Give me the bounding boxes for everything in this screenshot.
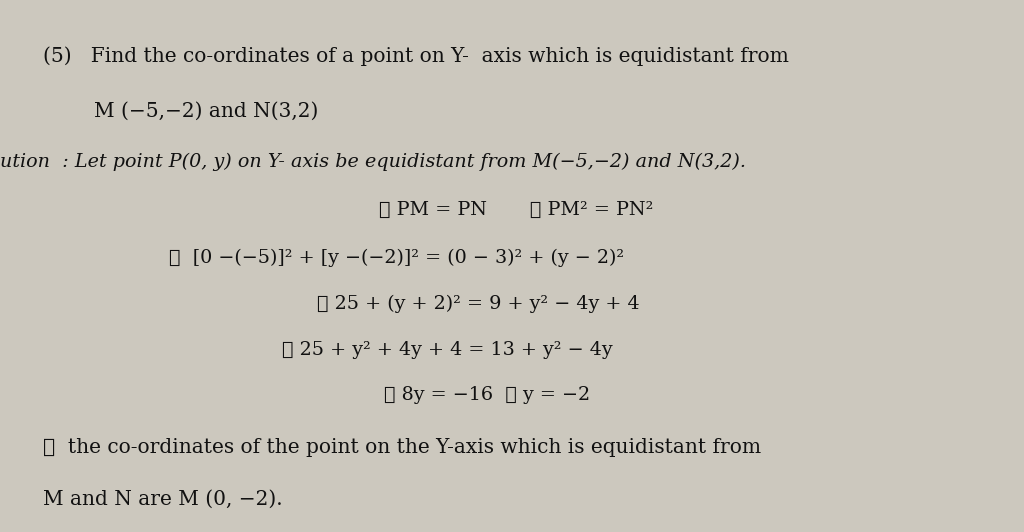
Text: ∴ 25 + (y + 2)² = 9 + y² − 4y + 4: ∴ 25 + (y + 2)² = 9 + y² − 4y + 4 bbox=[317, 295, 640, 313]
Text: ∴  the co-ordinates of the point on the Y-axis which is equidistant from: ∴ the co-ordinates of the point on the Y… bbox=[43, 438, 761, 458]
Text: ∴ 25 + y² + 4y + 4 = 13 + y² − 4y: ∴ 25 + y² + 4y + 4 = 13 + y² − 4y bbox=[282, 340, 612, 359]
Text: ∴  [0 −(−5)]² + [y −(−2)]² = (0 − 3)² + (y − 2)²: ∴ [0 −(−5)]² + [y −(−2)]² = (0 − 3)² + (… bbox=[169, 249, 624, 267]
Text: ∴ PM = PN       ∴ PM² = PN²: ∴ PM = PN ∴ PM² = PN² bbox=[379, 201, 653, 219]
Text: M (−5,−2) and N(3,2): M (−5,−2) and N(3,2) bbox=[94, 102, 318, 121]
Text: (5)   Find the co-ordinates of a point on Y-  axis which is equidistant from: (5) Find the co-ordinates of a point on … bbox=[43, 46, 788, 65]
Text: ∴ 8y = −16  ∴ y = −2: ∴ 8y = −16 ∴ y = −2 bbox=[384, 386, 590, 404]
Text: ution  : Let point P(0, y) on Y- axis be equidistant from M(−5,−2) and N(3,2).: ution : Let point P(0, y) on Y- axis be … bbox=[0, 153, 746, 171]
Text: M and N are M (0, −2).: M and N are M (0, −2). bbox=[43, 489, 283, 509]
